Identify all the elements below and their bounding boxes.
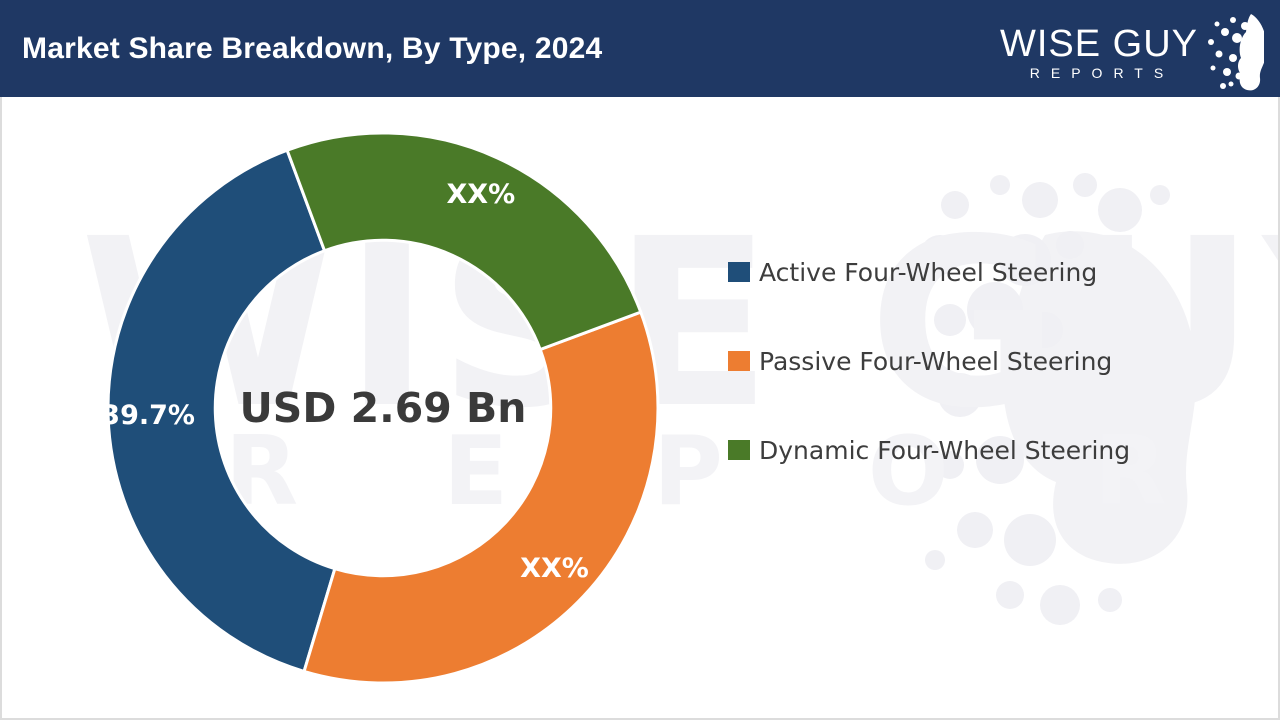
donut-segment-3 (285, 131, 643, 352)
legend-label: Passive Four-Wheel Steering (759, 346, 1113, 376)
chart-center-value: USD 2.69 Bn (240, 384, 527, 432)
legend-label: Dynamic Four-Wheel Steering (759, 435, 1131, 465)
legend-swatch-active (728, 262, 750, 282)
segment-value-label: XX% (520, 553, 589, 584)
donut-segment-2 (302, 310, 660, 685)
logo-tagline: REPORTS (1029, 64, 1175, 81)
logo-face-icon (1208, 14, 1264, 91)
donut-segment-1 (106, 148, 337, 673)
legend-label: Active Four-Wheel Steering (759, 257, 1098, 287)
header-bar: Market Share Breakdown, By Type, 2024 WI… (0, 0, 1280, 97)
segment-value-label: XX% (446, 179, 515, 210)
legend-swatch-passive (728, 351, 750, 371)
page-title: Market Share Breakdown, By Type, 2024 (22, 31, 603, 65)
logo-text: WISE GUY REPORTS (1000, 24, 1198, 81)
legend-swatch-dynamic (728, 440, 750, 460)
legend-item-active: Active Four-Wheel Steering (728, 256, 1130, 288)
wiseguy-logo: WISE GUY REPORTS (1000, 12, 1264, 92)
legend-item-passive: Passive Four-Wheel Steering (728, 345, 1130, 377)
chart-legend: Active Four-Wheel Steering Passive Four-… (728, 256, 1130, 466)
logo-name: WISE GUY (999, 22, 1198, 65)
legend-item-dynamic: Dynamic Four-Wheel Steering (728, 434, 1130, 466)
segment-value-label: 39.7% (101, 400, 195, 431)
